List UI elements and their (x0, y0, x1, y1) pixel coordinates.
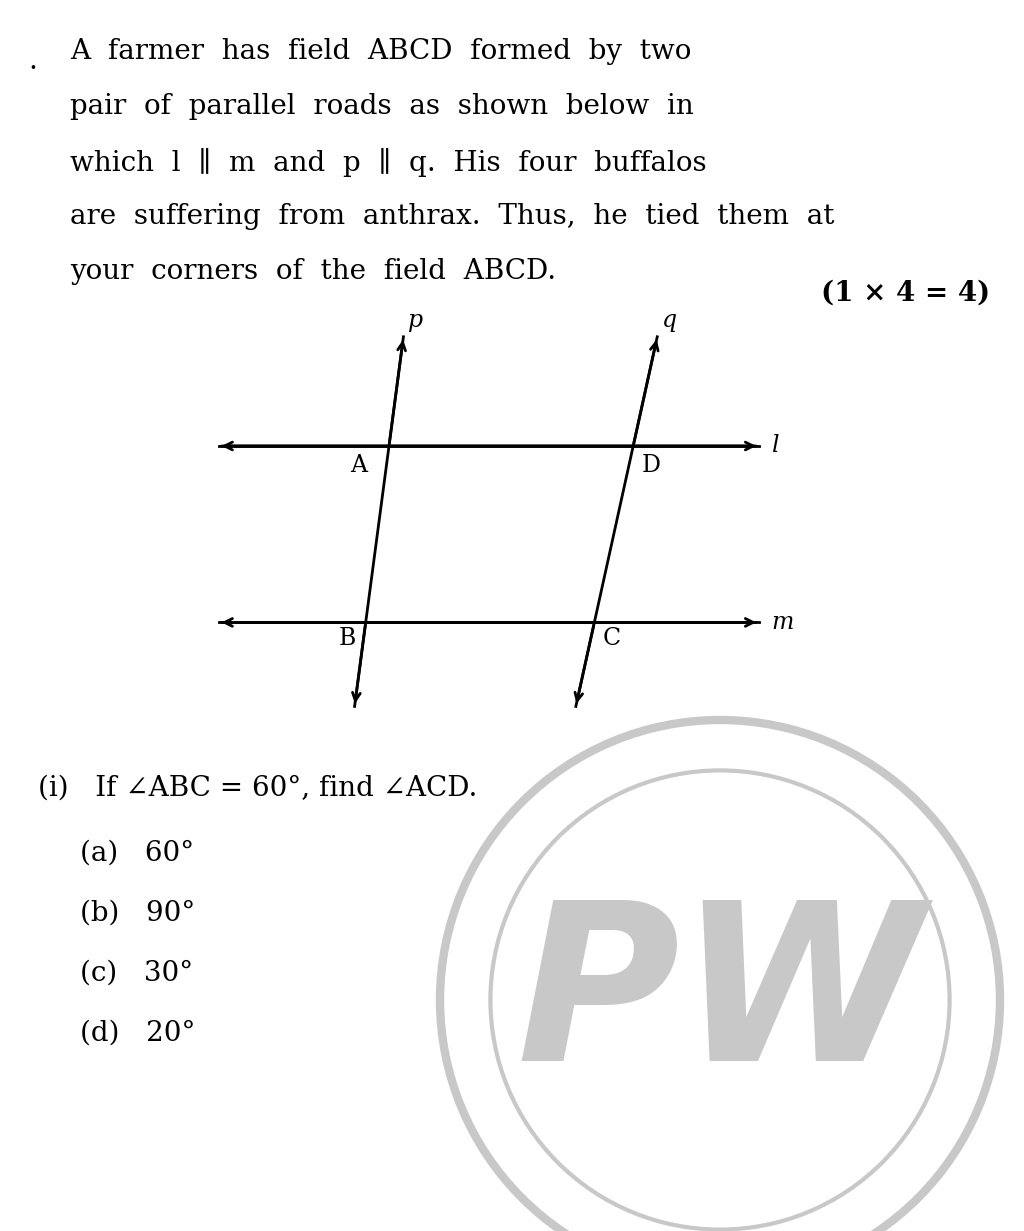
Text: B: B (338, 628, 355, 650)
Text: m: m (771, 611, 794, 634)
Text: A  farmer  has  field  ABCD  formed  by  two: A farmer has field ABCD formed by two (70, 38, 691, 65)
Text: (a)   60°: (a) 60° (80, 840, 195, 867)
Text: D: D (641, 454, 660, 476)
Text: your  corners  of  the  field  ABCD.: your corners of the field ABCD. (70, 259, 556, 286)
Text: (i)   If ∠ABC = 60°, find ∠ACD.: (i) If ∠ABC = 60°, find ∠ACD. (38, 776, 477, 803)
Text: (b)   90°: (b) 90° (80, 900, 196, 927)
Text: p: p (409, 309, 424, 332)
Text: (1 × 4 = 4): (1 × 4 = 4) (821, 279, 990, 307)
Text: PW: PW (516, 892, 924, 1107)
Text: pair  of  parallel  roads  as  shown  below  in: pair of parallel roads as shown below in (70, 94, 693, 119)
Text: are  suffering  from  anthrax.  Thus,  he  tied  them  at: are suffering from anthrax. Thus, he tie… (70, 203, 835, 230)
Text: (c)   30°: (c) 30° (80, 960, 194, 987)
Text: .: . (28, 48, 37, 75)
Text: which  l  ∥  m  and  p  ∥  q.  His  four  buffalos: which l ∥ m and p ∥ q. His four buffalos (70, 148, 707, 177)
Text: q: q (663, 309, 677, 332)
Text: A: A (350, 454, 367, 476)
Text: l: l (771, 435, 778, 458)
Text: (d)   20°: (d) 20° (80, 1020, 196, 1048)
Text: C: C (602, 628, 621, 650)
